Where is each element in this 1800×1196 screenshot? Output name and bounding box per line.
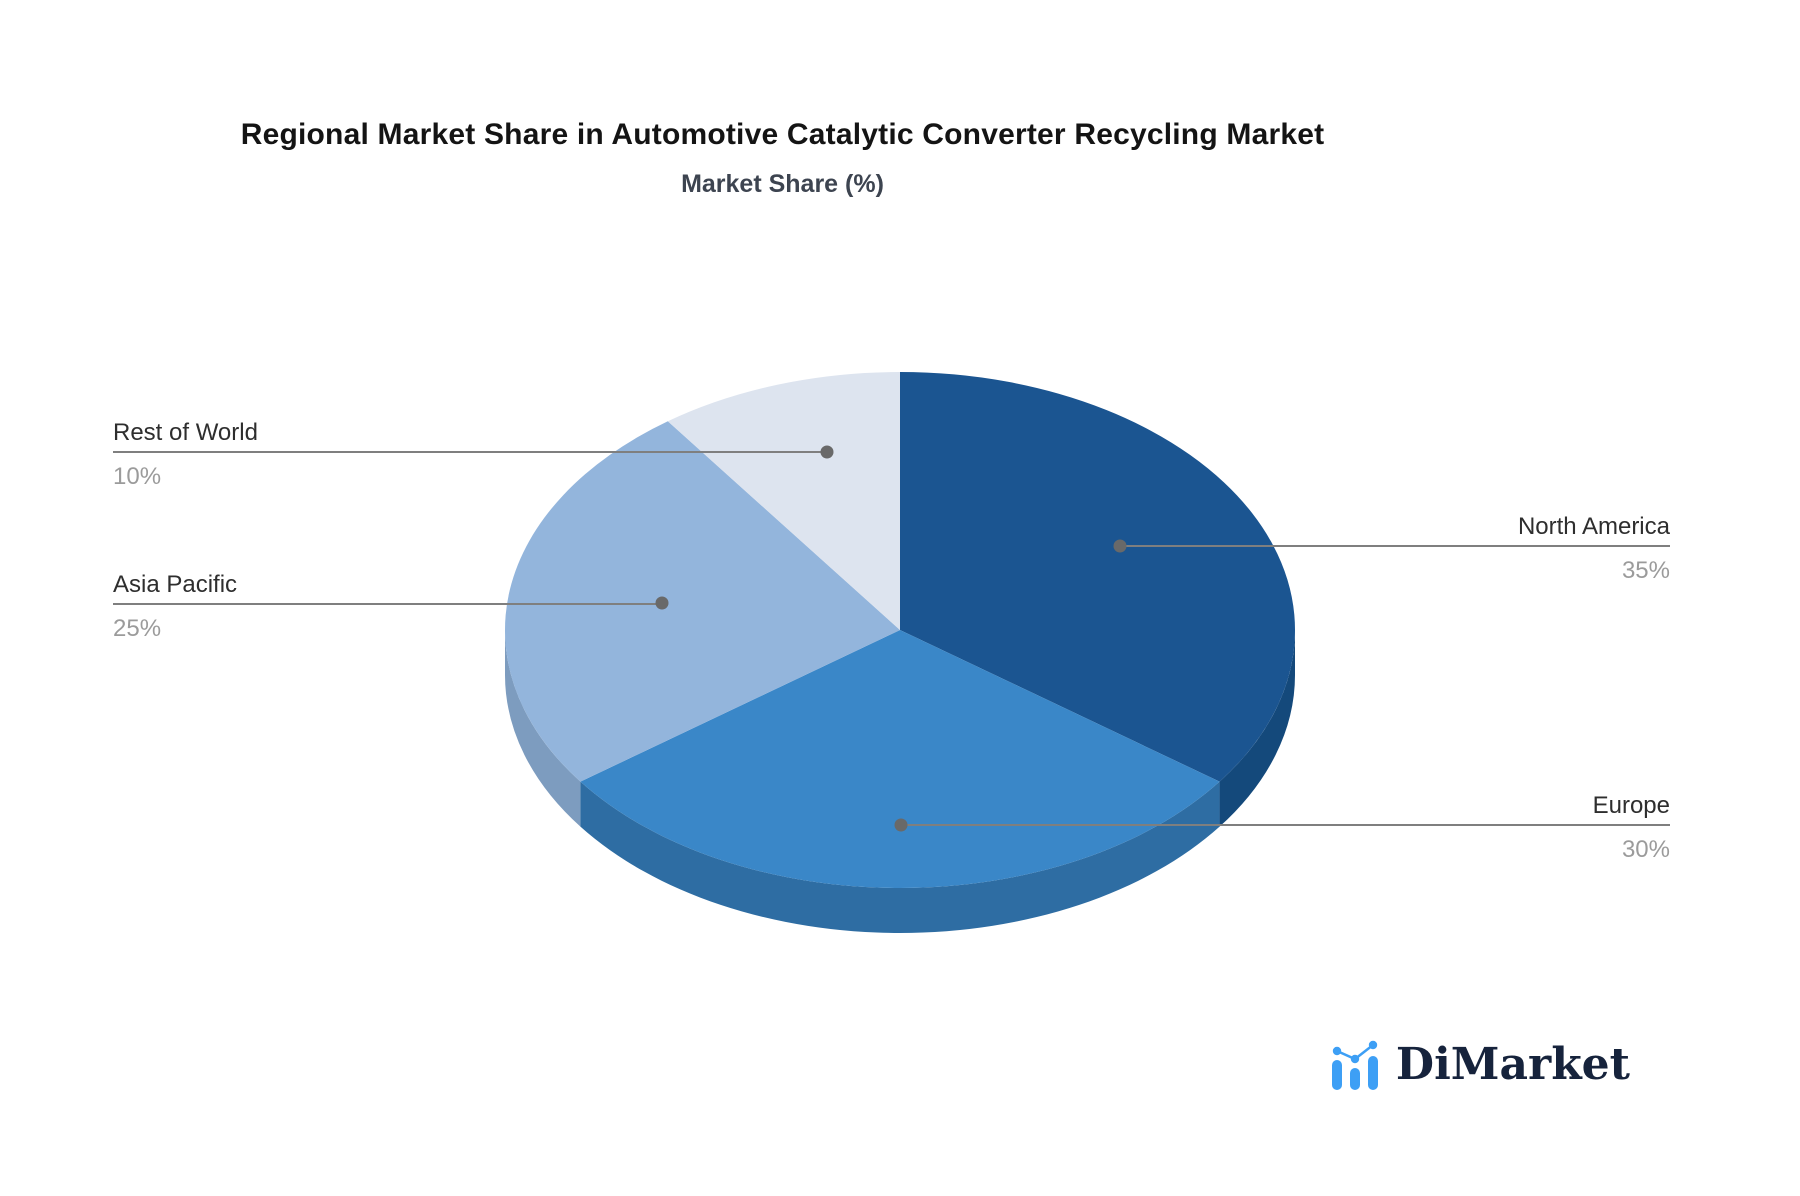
- pie-label-name: North America: [1517, 513, 1670, 540]
- chart-header: Regional Market Share in Automotive Cata…: [0, 118, 1565, 199]
- pie-label-rest-of-world: Rest of World 10%: [113, 416, 258, 494]
- pie-label-value: 10%: [113, 463, 162, 490]
- bar-chart-logo-icon: [1331, 1040, 1378, 1090]
- pie-slice-europe: [580, 630, 1220, 889]
- chart-title: Regional Market Share in Automotive Cata…: [240, 118, 1325, 151]
- pie-slice-side-north-america: [1219, 630, 1295, 827]
- pie-slice-north-america: [900, 372, 1296, 782]
- leader-dot-north-america: [1113, 539, 1127, 553]
- pie-label-value: 25%: [113, 615, 162, 642]
- dimarket-logo: DiMarket: [1330, 1036, 1630, 1092]
- pie-label-name: Asia Pacific: [113, 571, 238, 598]
- pie-slice-asia-pacific: [504, 421, 900, 782]
- pie-slice-rest-of-world: [667, 372, 900, 630]
- leader-dot-asia-pacific: [655, 596, 669, 610]
- pie-label-name: Rest of World: [113, 419, 258, 446]
- pie-label-north-america: North America 35%: [1518, 510, 1670, 588]
- pie-label-asia-pacific: Asia Pacific 25%: [113, 568, 237, 646]
- leader-dot-rest-of-world: [820, 445, 834, 459]
- pie-label-value: 30%: [1621, 836, 1670, 863]
- pie-label-value: 35%: [1621, 557, 1670, 584]
- chart-subtitle: Market Share (%): [681, 170, 884, 198]
- pie-slice-side-asia-pacific: [505, 630, 581, 827]
- brand-name: DiMarket: [1395, 1038, 1630, 1090]
- pie-slice-side-europe: [580, 781, 1220, 933]
- pie-label-europe: Europe 30%: [1593, 789, 1670, 867]
- pie-label-name: Europe: [1592, 792, 1670, 819]
- leader-dot-europe: [894, 818, 908, 832]
